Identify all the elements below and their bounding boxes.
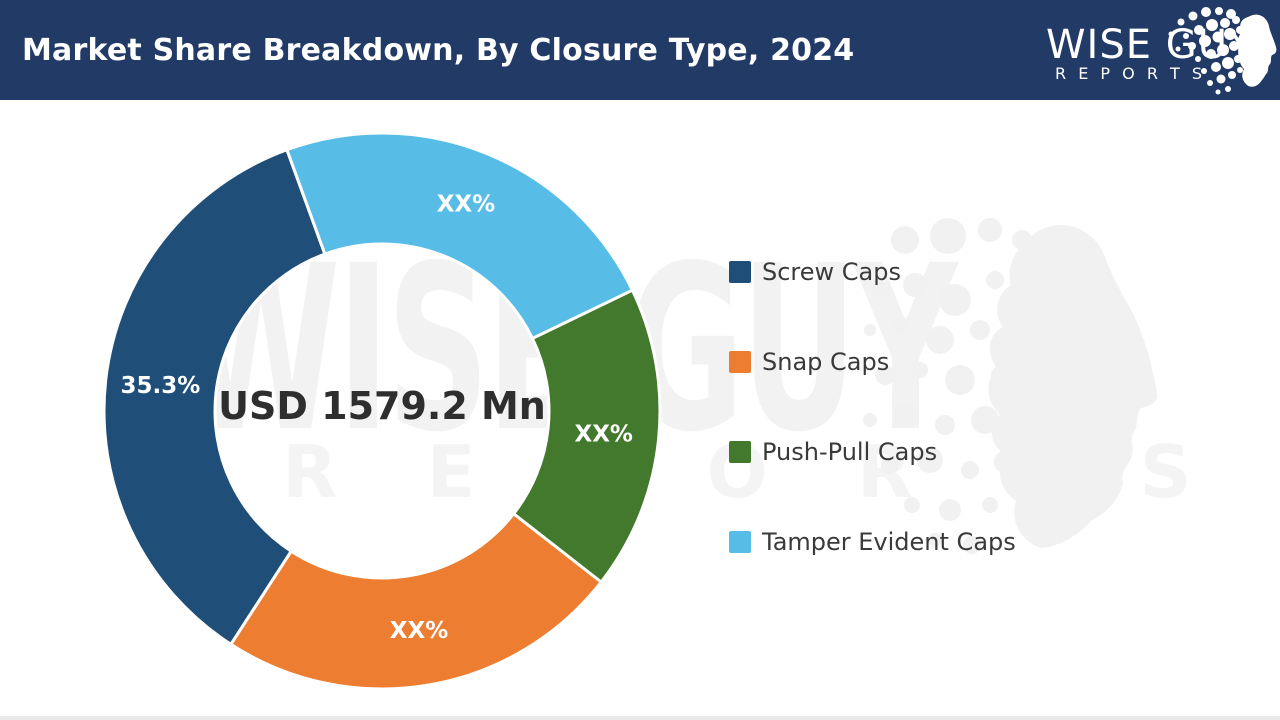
legend-item: Tamper Evident Caps [729, 528, 1016, 556]
legend-label: Snap Caps [762, 348, 890, 376]
face-watermark-shapes [863, 218, 1158, 554]
donut-slice [285, 131, 634, 340]
slice-label: XX% [437, 191, 496, 217]
legend-item: Push-Pull Caps [729, 438, 1016, 466]
logo-wordmark: WISE GUY [1046, 22, 1253, 68]
logo-subtext: R E P O R T S [1055, 64, 1206, 83]
legend-swatch-icon [729, 441, 751, 463]
legend-item: Screw Caps [729, 258, 1016, 286]
donut-slice [512, 288, 662, 584]
page-title: Market Share Breakdown, By Closure Type,… [22, 32, 855, 68]
donut-slice [229, 512, 603, 691]
header-bar: Market Share Breakdown, By Closure Type,… [0, 0, 1280, 100]
legend-label: Tamper Evident Caps [762, 528, 1016, 556]
legend: Screw Caps Snap Caps Push-Pull Caps Tamper … [729, 258, 1016, 619]
donut-slice [102, 148, 327, 646]
legend-item: Snap Caps [729, 348, 1016, 376]
legend-swatch-icon [729, 531, 751, 553]
legend-swatch-icon [729, 261, 751, 283]
slice-label: XX% [390, 618, 449, 644]
wise-guy-reports-logo: WISE GUY R E P O R T S [1046, 7, 1277, 95]
slice-label: 35.3% [121, 373, 201, 399]
legend-label: Push-Pull Caps [762, 438, 938, 466]
legend-label: Screw Caps [762, 258, 901, 286]
chart-center-total: USD 1579.2 Mn [218, 384, 546, 428]
logo-face-icon [1168, 7, 1277, 95]
slice-label: XX% [574, 422, 633, 448]
bottom-strip [0, 716, 1280, 720]
legend-swatch-icon [729, 351, 751, 373]
